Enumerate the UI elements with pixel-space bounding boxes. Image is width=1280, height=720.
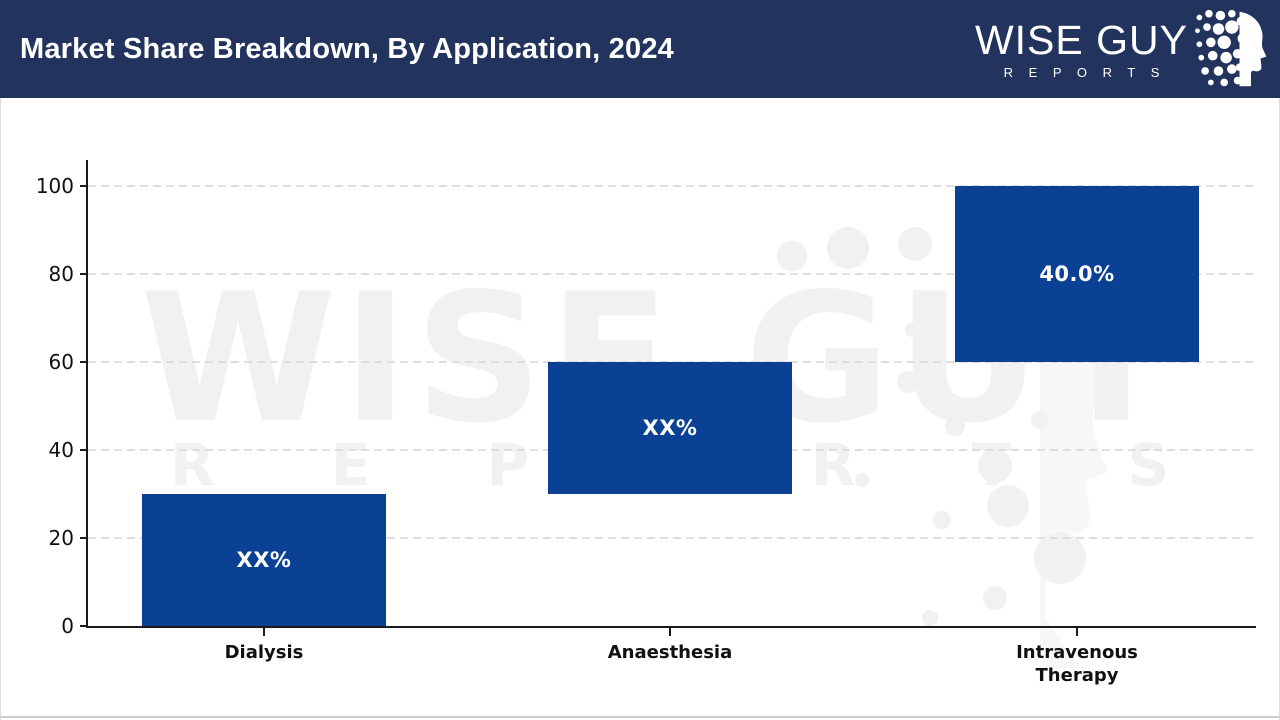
y-tick-mark-60 [80, 361, 88, 363]
y-tick-mark-100 [80, 185, 88, 187]
gridline-80 [88, 273, 1256, 275]
bar-anaesthesia: XX% [548, 362, 792, 494]
y-tick-label-0: 0 [61, 614, 74, 638]
logo-subtext: R E P O R T S [1003, 64, 1166, 80]
x-category-label: Anaesthesia [607, 642, 733, 663]
chart-area: WISE GUY R E P O R T S 020406080100XX%Di… [0, 98, 1280, 720]
gridline-100 [88, 185, 1256, 187]
x-tick-mark-2 [669, 628, 671, 636]
frame-bottom-border [0, 716, 1280, 718]
bar-dialysis: XX% [142, 494, 386, 626]
x-axis-line [86, 626, 1256, 628]
page-title: Market Share Breakdown, By Application, … [20, 32, 674, 65]
bar-chart: 0 20 40 60 80 100 XX% Dialysis XX% Anaesthesia 40.… [0, 98, 1280, 720]
gridline-20 [88, 537, 1256, 539]
y-axis-line [86, 160, 88, 628]
wiseguy-head-icon [1195, 9, 1267, 87]
y-tick-mark-80 [80, 273, 88, 275]
y-tick-label-80: 80 [48, 262, 74, 286]
bar-value-label: XX% [642, 416, 698, 440]
y-tick-mark-40 [80, 449, 88, 451]
y-tick-label-20: 20 [48, 526, 74, 550]
y-tick-mark-0 [80, 625, 88, 627]
y-tick-label-40: 40 [48, 438, 74, 462]
y-tick-label-60: 60 [48, 350, 74, 374]
x-category-label: Intravenous Therapy [1016, 642, 1138, 686]
logo-wordmark: WISE GUY [974, 16, 1188, 63]
header: Market Share Breakdown, By Application, … [0, 0, 1280, 98]
logo-text: WISE GUY R E P O R T S [974, 16, 1188, 80]
bar-value-label: XX% [236, 548, 292, 572]
x-category-label: Dialysis [224, 642, 304, 663]
y-tick-label-100: 100 [35, 174, 74, 198]
bar-value-label: 40.0% [1039, 262, 1115, 286]
wiseguy-logo: WISE GUY R E P O R T S [975, 6, 1268, 92]
x-tick-mark-1 [263, 628, 265, 636]
y-tick-mark-20 [80, 537, 88, 539]
frame-left-border [0, 98, 1, 720]
x-tick-mark-3 [1076, 628, 1078, 636]
bar-intravenous-therapy: 40.0% [955, 186, 1199, 362]
